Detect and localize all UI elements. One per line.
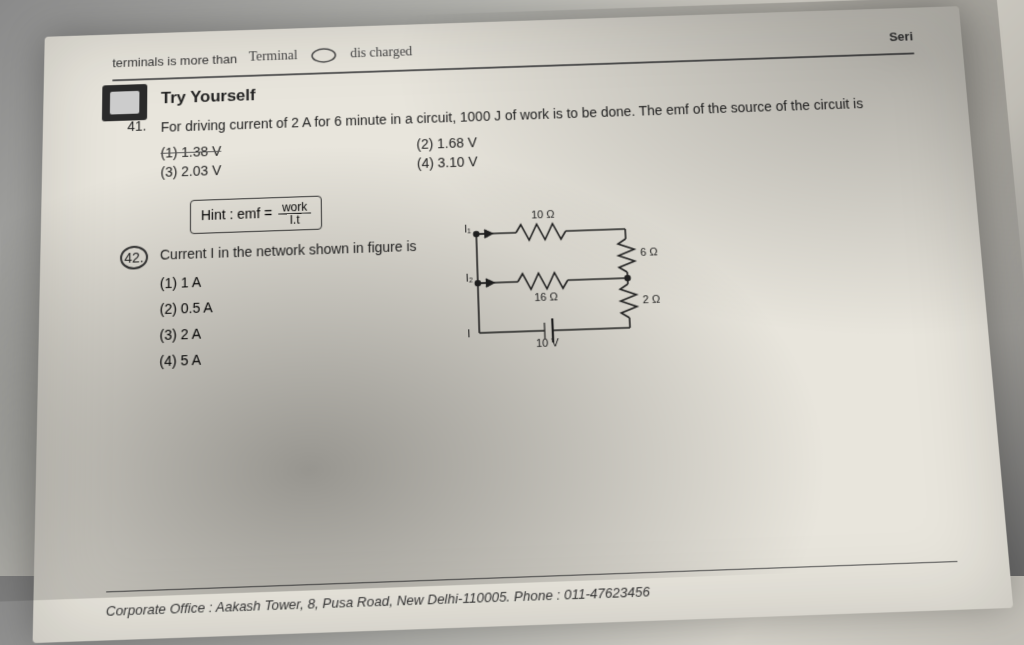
handwriting-1: Terminal [249, 49, 298, 66]
handwriting-2: dis charged [350, 45, 412, 62]
label-v10: 10 V [535, 337, 559, 350]
label-I1: I₁ [464, 223, 471, 235]
question-number: 41. [127, 118, 146, 134]
fraction-denominator: I.t [286, 214, 304, 226]
question-number-circled: 42. [120, 245, 148, 270]
try-yourself-section: Try Yourself 41. For driving current of … [109, 64, 939, 371]
fraction: work I.t [278, 201, 311, 226]
option-1: (1) 1 A [160, 267, 418, 292]
hint-label: Hint : [201, 207, 233, 224]
label-r10: 10 Ω [531, 209, 555, 222]
footer-text: Corporate Office : Aakash Tower, 8, Pusa… [106, 561, 960, 619]
option-2: (2) 0.5 A [160, 292, 418, 317]
option-4: (4) 3.10 V [417, 149, 614, 171]
label-I: I [467, 328, 470, 340]
label-r6: 6 Ω [640, 246, 658, 259]
option-3: (3) 2 A [159, 318, 418, 343]
oval-scribble-icon [309, 46, 338, 66]
page: terminals is more than Terminal dis char… [33, 6, 1014, 643]
right-fragment: Seri [889, 29, 914, 44]
options-list: (1) 1 A (2) 0.5 A (3) 2 A (4) 5 A [159, 267, 419, 370]
book-icon [102, 84, 147, 122]
option-4: (4) 5 A [159, 344, 419, 369]
question-text: Current I in the network shown in figure… [160, 236, 417, 265]
question-42: 42. Current I in the network shown in fi… [159, 219, 939, 370]
option-1: (1) 1.38 V [161, 139, 358, 161]
circuit-diagram: I₁ I₂ I 10 Ω 6 Ω 16 Ω 2 Ω 10 V [445, 198, 671, 354]
question-41: 41. For driving current of 2 A for 6 min… [160, 92, 922, 180]
label-I2: I₂ [465, 272, 473, 284]
option-2: (2) 1.68 V [416, 130, 613, 152]
hint-lhs: emf = [237, 205, 272, 222]
fragment-text: terminals is more than [112, 51, 237, 69]
label-r2: 2 Ω [642, 294, 660, 307]
hint-box: Hint : emf = work I.t [190, 196, 322, 235]
option-3: (3) 2.03 V [160, 158, 357, 180]
label-r16: 16 Ω [534, 291, 558, 304]
